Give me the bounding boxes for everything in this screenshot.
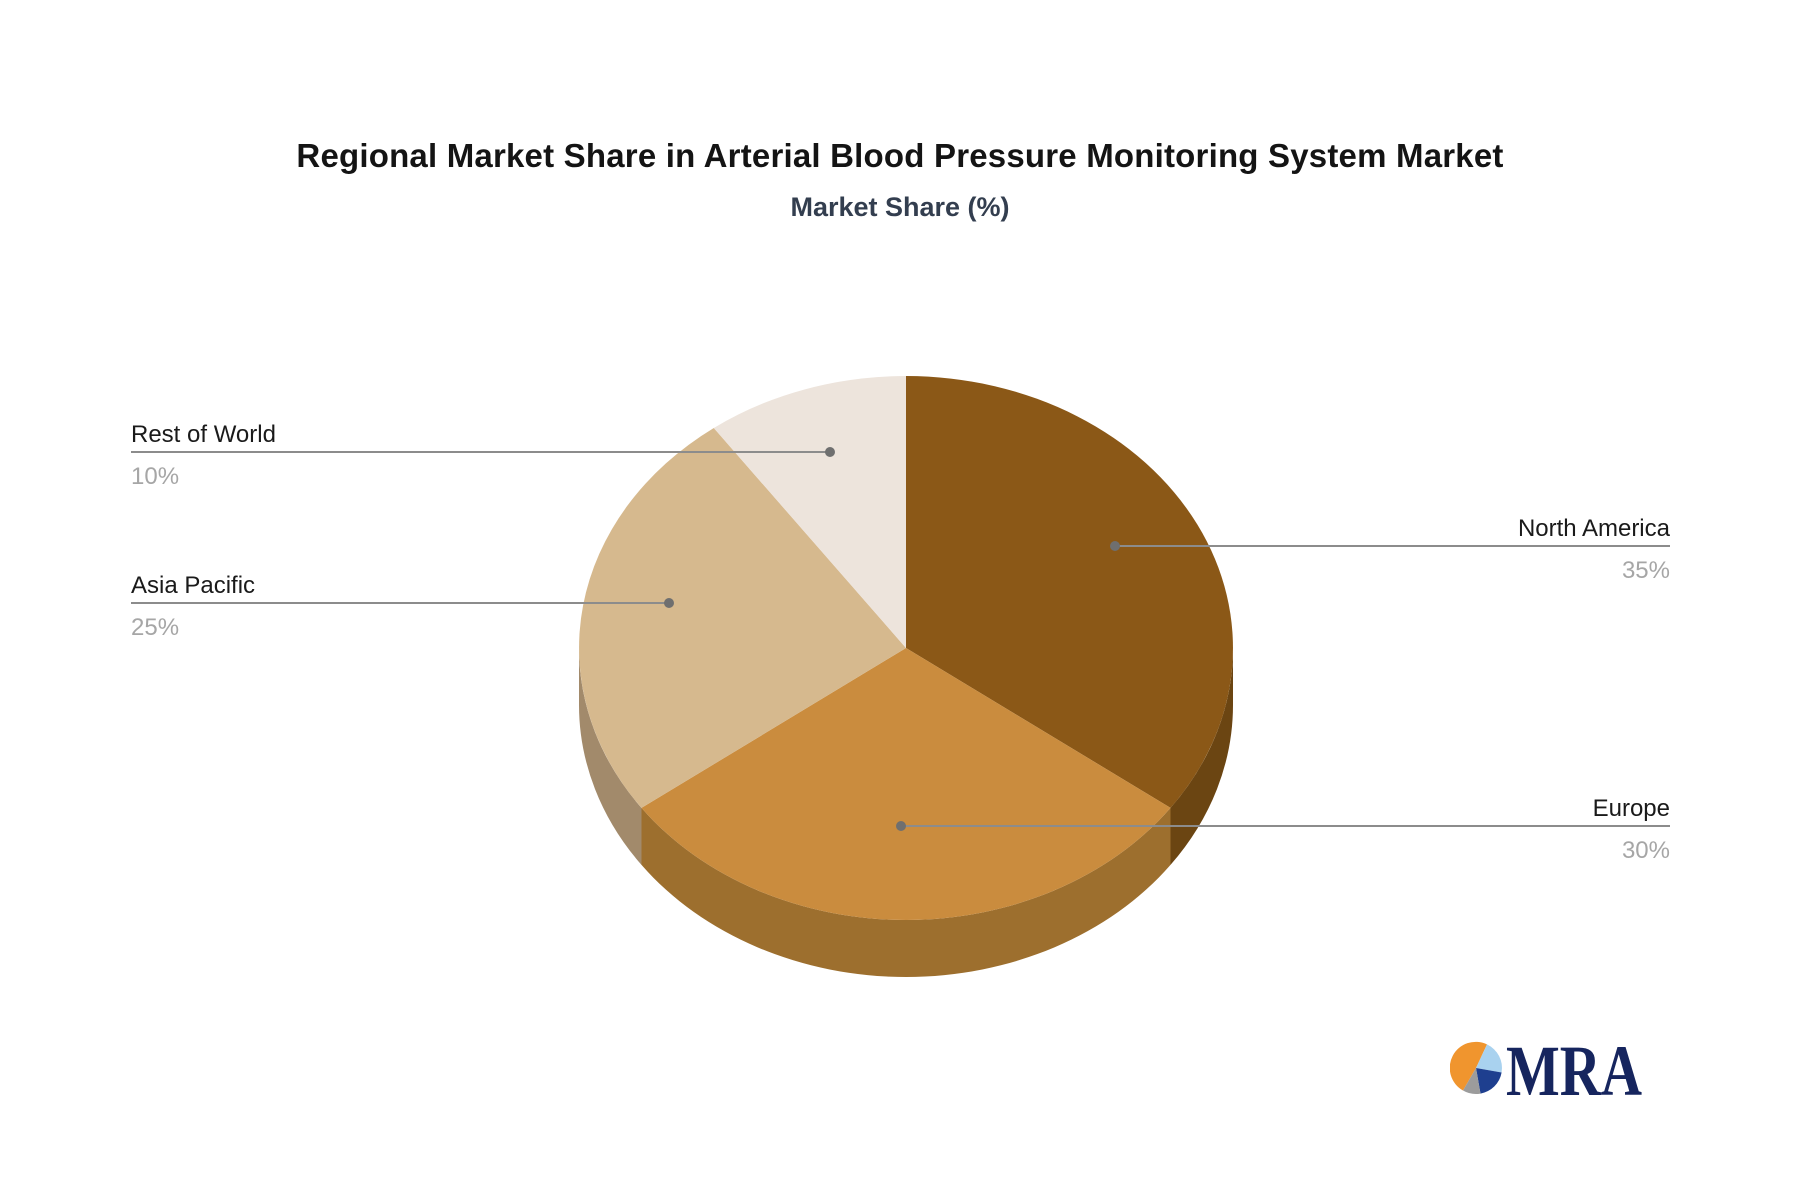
label-asia-pacific-name: Asia Pacific xyxy=(131,572,256,599)
logo-wedge-orange xyxy=(1450,1041,1487,1091)
slice-rest-of-world[interactable] xyxy=(713,376,906,648)
logo-wedge-light-blue xyxy=(1476,1044,1502,1073)
mra-logo-text: MRA xyxy=(1506,1040,1642,1102)
label-asia-pacific: Asia Pacific 25% xyxy=(131,569,255,643)
logo-wedge-dark-blue xyxy=(1476,1068,1502,1094)
slice-side-north-america xyxy=(1170,648,1233,865)
leader-lines xyxy=(131,451,1670,827)
label-europe: Europe 30% xyxy=(1593,792,1670,866)
label-north-america-percent: 35% xyxy=(1621,557,1670,584)
leader-dot-asia-pacific xyxy=(664,598,674,608)
slice-asia-pacific[interactable] xyxy=(579,428,906,808)
label-rest-of-world-name: Rest of World xyxy=(131,421,276,448)
leader-dot-rest-of-world xyxy=(825,447,835,457)
slice-side-europe xyxy=(641,807,1171,977)
slice-north-america[interactable] xyxy=(906,376,1233,808)
chart-subtitle: Market Share (%) xyxy=(790,192,1010,222)
mra-logo-pie-icon xyxy=(1450,1041,1502,1094)
leader-dot-north-america xyxy=(1110,541,1120,551)
label-europe-percent: 30% xyxy=(1621,837,1670,864)
slice-europe[interactable] xyxy=(641,648,1171,920)
slice-side-asia-pacific xyxy=(579,648,642,865)
label-rest-of-world-percent: 10% xyxy=(131,463,180,490)
label-europe-name: Europe xyxy=(1592,795,1670,822)
label-north-america: North America 35% xyxy=(1518,512,1670,586)
logo-wedge-gray xyxy=(1463,1068,1481,1094)
label-rest-of-world: Rest of World 10% xyxy=(131,418,276,492)
label-north-america-name: North America xyxy=(1517,515,1670,542)
leader-dots xyxy=(664,447,1120,831)
chart-title: Regional Market Share in Arterial Blood … xyxy=(296,137,1504,174)
pie-top-faces xyxy=(579,376,1233,920)
leader-dot-europe xyxy=(896,821,906,831)
label-asia-pacific-percent: 25% xyxy=(131,614,180,641)
mra-logo: MRA xyxy=(1450,1040,1642,1102)
pie-3d-rim xyxy=(579,648,1233,977)
